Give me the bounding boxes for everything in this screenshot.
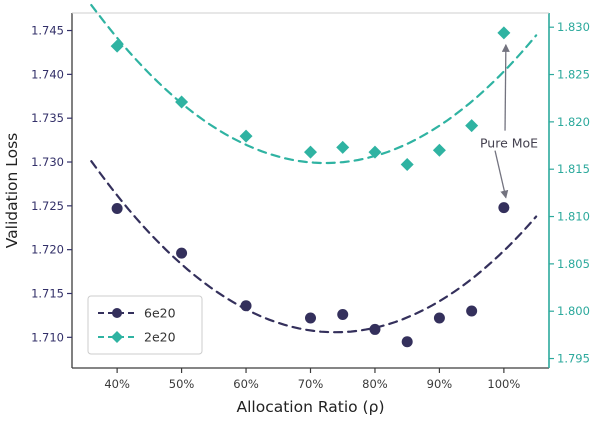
- x-tick-label: 40%: [104, 377, 130, 391]
- data-point-2e20: [368, 145, 382, 159]
- data-point-2e20: [465, 119, 479, 133]
- right-tick-label: 1.805: [557, 257, 590, 271]
- left-tick-label: 1.720: [31, 243, 64, 257]
- data-point-2e20: [239, 129, 253, 143]
- data-point-2e20: [175, 95, 189, 109]
- left-tick-label: 1.710: [31, 330, 64, 344]
- right-tick-label: 1.830: [557, 20, 590, 34]
- series-2e20: [110, 26, 511, 171]
- x-tick-label: 60%: [233, 377, 259, 391]
- right-tick-label: 1.820: [557, 115, 590, 129]
- legend-marker-2e20: [111, 331, 123, 343]
- pure-moe-annotation: Pure MoE: [480, 136, 538, 151]
- left-tick-label: 1.715: [31, 286, 64, 300]
- x-tick-label: 90%: [427, 377, 453, 391]
- right-tick-label: 1.825: [557, 68, 590, 82]
- x-tick-label: 100%: [487, 377, 520, 391]
- data-point-6e20: [433, 312, 445, 324]
- x-axis-label: Allocation Ratio (ρ): [237, 398, 385, 416]
- left-tick-label: 1.725: [31, 199, 64, 213]
- data-point-6e20: [498, 202, 510, 214]
- right-tick-label: 1.815: [557, 162, 590, 176]
- left-tick-label: 1.730: [31, 155, 64, 169]
- data-point-6e20: [240, 300, 252, 312]
- data-point-6e20: [337, 309, 349, 321]
- annotation-arrow-bottom: [494, 150, 509, 199]
- fit-curve-2e20: [90, 3, 538, 165]
- legend: [87, 295, 203, 355]
- data-point-6e20: [305, 312, 316, 324]
- right-tick-label: 1.795: [557, 352, 590, 366]
- left-tick-label: 1.735: [31, 111, 64, 125]
- data-point-2e20: [304, 145, 317, 159]
- legend-label-6e20: 6e20: [144, 306, 176, 321]
- data-point-6e20: [401, 336, 413, 348]
- data-point-2e20: [400, 157, 414, 171]
- data-point-6e20: [466, 305, 478, 317]
- x-tick-label: 50%: [169, 377, 195, 391]
- right-tick-label: 1.810: [557, 210, 590, 224]
- legend-marker-6e20: [112, 308, 122, 318]
- data-point-6e20: [176, 247, 188, 259]
- y-axis-label: Validation Loss: [3, 133, 21, 248]
- series-6e20: [111, 202, 510, 348]
- right-tick-label: 1.800: [557, 304, 590, 318]
- data-point-6e20: [369, 323, 381, 335]
- x-tick-label: 80%: [362, 377, 388, 391]
- data-point-2e20: [110, 39, 124, 53]
- x-tick-label: 70%: [298, 377, 324, 391]
- data-point-2e20: [497, 26, 511, 40]
- left-tick-label: 1.745: [31, 24, 64, 38]
- fit-curve-6e20: [90, 160, 538, 334]
- annotation-arrow-top: [501, 43, 510, 131]
- left-tick-label: 1.740: [31, 67, 64, 81]
- data-point-2e20: [432, 143, 446, 157]
- data-point-2e20: [336, 140, 350, 154]
- legend-label-2e20: 2e20: [144, 330, 176, 345]
- data-point-6e20: [111, 202, 123, 214]
